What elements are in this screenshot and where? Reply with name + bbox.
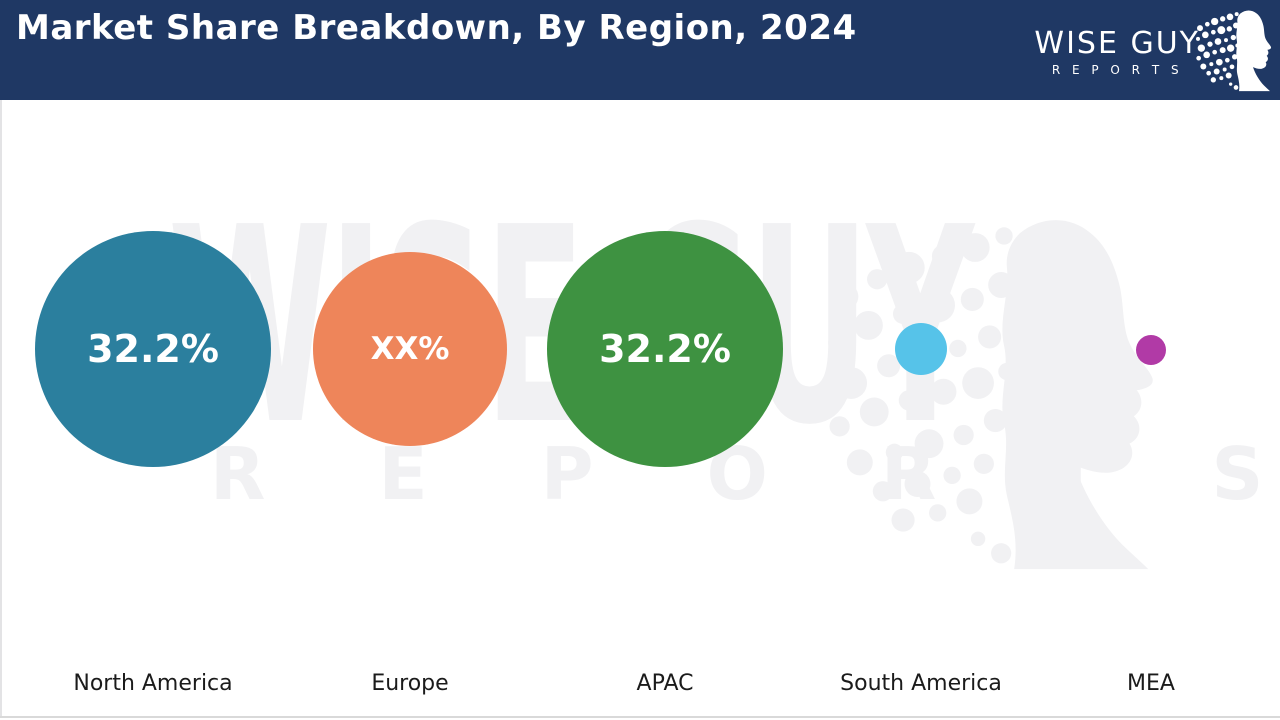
- logo-subtitle: R E P O R T S: [1051, 62, 1183, 77]
- label-north-america: North America: [73, 671, 233, 696]
- bubble-apac: 32.2%: [547, 231, 783, 467]
- watermark-head-logo-icon: [828, 220, 1153, 570]
- bubble-north-america: 32.2%: [35, 231, 271, 467]
- label-mea: MEA: [1127, 671, 1175, 696]
- label-south-america: South America: [840, 671, 1002, 696]
- bubble-value-north-america: 32.2%: [87, 327, 219, 371]
- logo-text: WISE GUY R E P O R T S: [1034, 26, 1200, 77]
- label-apac: APAC: [636, 671, 694, 696]
- content-bottom-border: [0, 716, 1280, 718]
- header-bar: Market Share Breakdown, By Region, 2024 …: [0, 0, 1280, 100]
- bubble-mea: [1136, 335, 1166, 365]
- page-title: Market Share Breakdown, By Region, 2024: [16, 8, 857, 48]
- content-left-border: [0, 100, 2, 718]
- logo-head-icon: [1196, 10, 1272, 91]
- wise-guy-reports-logo: WISE GUY R E P O R T S: [1034, 4, 1274, 98]
- label-europe: Europe: [371, 671, 449, 696]
- logo-name: WISE GUY: [1034, 25, 1200, 61]
- bubble-value-apac: 32.2%: [599, 327, 731, 371]
- bubble-south-america: [895, 323, 947, 375]
- bubble-europe: XX%: [313, 252, 507, 446]
- bubble-value-europe: XX%: [370, 331, 450, 367]
